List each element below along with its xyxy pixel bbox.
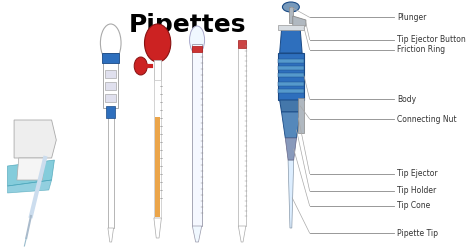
Text: Connecting Nut: Connecting Nut [397,115,456,124]
Ellipse shape [190,26,205,54]
Text: Pipettes: Pipettes [129,13,246,37]
Bar [238,40,246,48]
Bar [278,66,304,70]
Bar [289,7,293,23]
Bar [108,116,114,228]
Bar [278,25,304,30]
Text: Tip Holder: Tip Holder [397,186,436,195]
Polygon shape [14,120,56,158]
Polygon shape [278,53,304,100]
Bar [155,117,161,217]
Bar [154,60,161,82]
Bar [154,80,161,218]
Polygon shape [293,16,306,28]
Bar [105,94,116,102]
Ellipse shape [145,24,171,62]
Bar [299,98,304,133]
Polygon shape [285,138,297,160]
Bar [238,41,246,226]
Bar [105,82,116,90]
Ellipse shape [283,2,300,12]
Polygon shape [154,218,161,238]
Text: Tip Ejector Button: Tip Ejector Button [397,35,465,44]
Text: Tip Ejector: Tip Ejector [397,169,438,178]
Bar [105,70,116,78]
Polygon shape [17,158,45,180]
Polygon shape [108,228,114,242]
Bar [192,46,202,52]
Polygon shape [8,180,52,193]
Polygon shape [280,100,302,112]
Text: Plunger: Plunger [397,13,426,22]
Bar [103,53,118,108]
Polygon shape [238,226,246,242]
Polygon shape [288,160,294,228]
Polygon shape [8,160,55,186]
Polygon shape [192,226,202,242]
Bar [278,89,304,93]
Bar [106,106,115,118]
Bar [278,82,304,86]
Polygon shape [280,30,302,53]
Polygon shape [282,112,300,138]
Text: Body: Body [397,95,416,104]
Text: Pipette Tip: Pipette Tip [397,229,438,238]
Text: Friction Ring: Friction Ring [397,45,445,54]
Text: Tip Cone: Tip Cone [397,201,430,210]
Ellipse shape [134,57,147,75]
Bar [278,73,304,77]
Ellipse shape [100,24,121,62]
Bar [278,59,304,63]
Bar [192,44,202,226]
Bar [102,53,119,63]
